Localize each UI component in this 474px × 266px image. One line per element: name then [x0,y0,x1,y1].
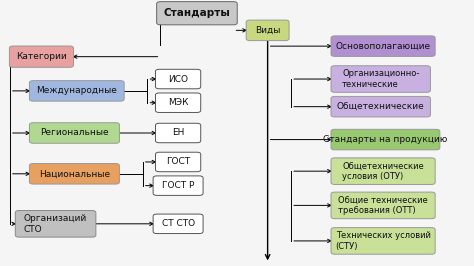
Text: Организаций
СТО: Организаций СТО [24,214,87,234]
FancyBboxPatch shape [29,164,119,184]
Text: Общие технические
требования (ОТТ): Общие технические требования (ОТТ) [338,196,428,215]
FancyBboxPatch shape [29,81,124,101]
Text: ИСО: ИСО [168,74,188,84]
FancyBboxPatch shape [331,192,435,219]
FancyBboxPatch shape [155,123,201,143]
FancyBboxPatch shape [155,69,201,89]
Text: СТ СТО: СТ СТО [162,219,195,228]
Text: Общетехнические: Общетехнические [337,102,425,111]
FancyBboxPatch shape [153,214,203,234]
FancyBboxPatch shape [331,96,430,117]
FancyBboxPatch shape [331,158,435,184]
Text: Виды: Виды [255,26,280,35]
Text: МЭК: МЭК [168,98,188,107]
Text: ГОСТ Р: ГОСТ Р [162,181,194,190]
FancyBboxPatch shape [331,66,430,92]
FancyBboxPatch shape [331,36,435,56]
Text: Основополагающие: Основополагающие [336,42,431,51]
Text: Международные: Международные [36,86,117,95]
Text: Стандарты: Стандарты [164,8,230,18]
FancyBboxPatch shape [331,129,440,150]
FancyBboxPatch shape [153,176,203,196]
FancyBboxPatch shape [156,2,237,25]
Text: ЕН: ЕН [172,128,184,138]
Text: Общетехнические
условия (ОТУ): Общетехнические условия (ОТУ) [342,161,424,181]
FancyBboxPatch shape [9,46,73,67]
FancyBboxPatch shape [15,210,96,237]
FancyBboxPatch shape [246,20,289,41]
FancyBboxPatch shape [331,228,435,254]
FancyBboxPatch shape [155,152,201,172]
Text: Стандарты на продукцию: Стандарты на продукцию [323,135,447,144]
FancyBboxPatch shape [155,93,201,113]
Text: Категории: Категории [16,52,67,61]
Text: Национальные: Национальные [39,169,110,178]
Text: Организационно-
технические: Организационно- технические [342,69,419,89]
Text: Региональные: Региональные [40,128,109,138]
FancyBboxPatch shape [29,123,119,143]
Text: Технических условий
(СТУ): Технических условий (СТУ) [336,231,430,251]
Text: ГОСТ: ГОСТ [166,157,190,167]
